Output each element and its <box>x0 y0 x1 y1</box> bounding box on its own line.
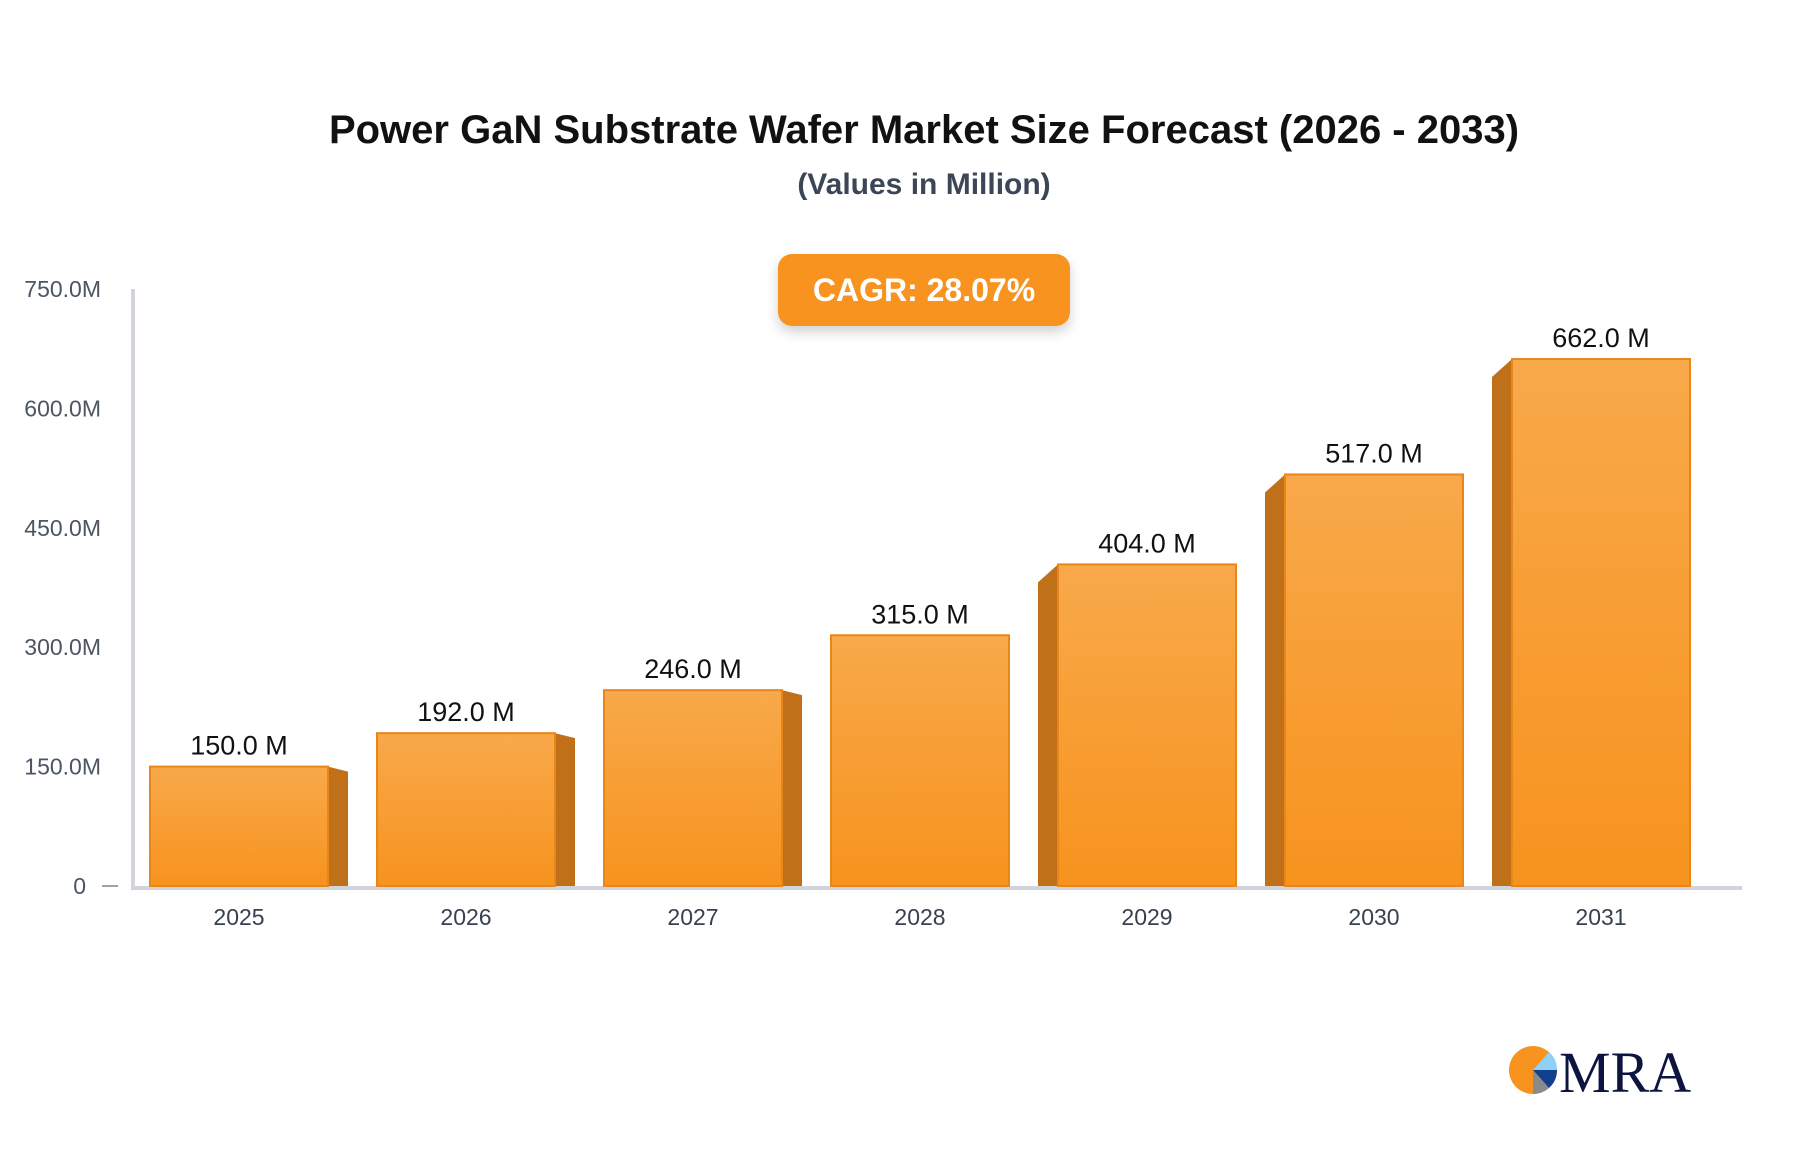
y-tick-label: 150.0M <box>24 754 101 780</box>
x-tick-label: 2026 <box>440 904 491 930</box>
y-tick-label: 450.0M <box>24 515 101 541</box>
bar-2026 <box>376 732 556 888</box>
bar-side <box>555 733 575 886</box>
chart-title: Power GaN Substrate Wafer Market Size Fo… <box>328 108 1520 152</box>
x-tick-label: 2027 <box>667 904 718 930</box>
data-label: 315.0 M <box>871 599 969 629</box>
bar-side <box>328 766 348 886</box>
data-label: 662.0 M <box>1552 323 1650 353</box>
bar-side <box>1038 564 1058 886</box>
cagr-badge: CAGR: 28.07% <box>778 254 1070 326</box>
bar-2028 <box>830 634 1010 888</box>
data-label: 150.0 M <box>190 731 288 761</box>
data-label: 192.0 M <box>417 697 515 727</box>
bar-2029 <box>1057 563 1237 888</box>
bar-2027 <box>603 689 783 888</box>
mra-logo: MRA <box>1509 1040 1691 1100</box>
bar-side <box>782 690 802 886</box>
bar-side <box>1492 359 1512 887</box>
y-tick-label: 300.0M <box>24 634 101 660</box>
x-tick-label: 2030 <box>1348 904 1399 930</box>
bar-2025 <box>149 765 329 887</box>
y-tick-label: 750.0M <box>24 276 101 302</box>
chart-subtitle: (Values in Million) <box>797 168 1051 201</box>
x-tick-label: 2028 <box>894 904 945 930</box>
svg-text:MRA: MRA <box>1559 1040 1691 1100</box>
y-tick-label: 600.0M <box>24 395 101 421</box>
x-tick-label: 2029 <box>1121 904 1172 930</box>
x-tick-label: 2031 <box>1575 904 1626 930</box>
y-tick-label: 0 <box>73 873 86 899</box>
x-tick-label: 2025 <box>213 904 264 930</box>
data-label: 246.0 M <box>644 654 742 684</box>
data-label: 404.0 M <box>1098 528 1196 558</box>
bar-side <box>1265 474 1285 886</box>
bar-2031 <box>1511 358 1691 888</box>
data-label: 517.0 M <box>1325 438 1423 468</box>
bar-2030 <box>1284 473 1464 887</box>
